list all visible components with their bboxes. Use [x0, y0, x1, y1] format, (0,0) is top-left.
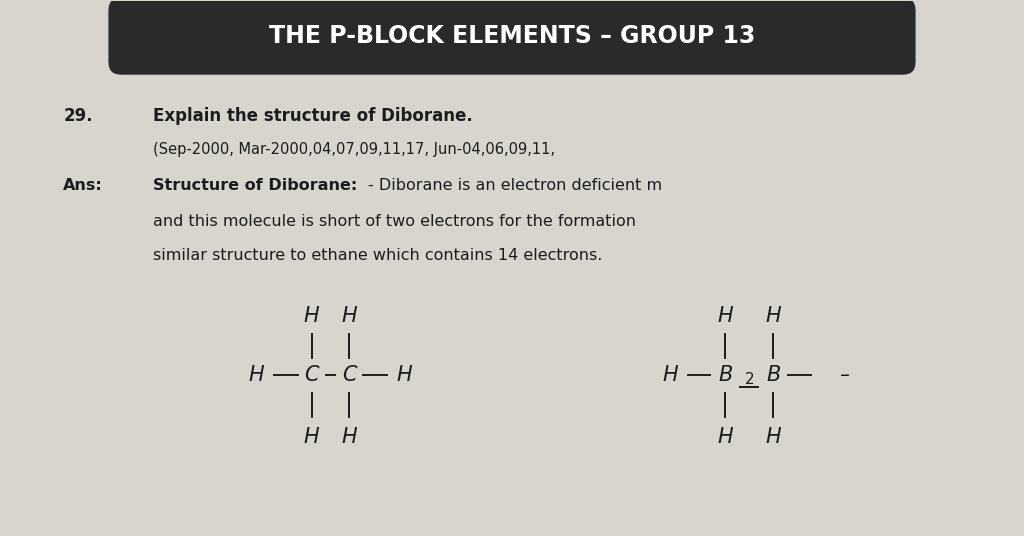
Text: H: H — [342, 427, 357, 447]
Text: B: B — [718, 366, 732, 385]
Text: C: C — [342, 366, 356, 385]
Text: 29.: 29. — [63, 107, 93, 125]
FancyBboxPatch shape — [110, 0, 914, 74]
Text: THE P-BLOCK ELEMENTS – GROUP 13: THE P-BLOCK ELEMENTS – GROUP 13 — [269, 24, 755, 48]
Text: - Diborane is an electron deficient m: - Diborane is an electron deficient m — [369, 178, 663, 193]
Text: H: H — [396, 366, 413, 385]
Text: C: C — [304, 366, 318, 385]
Text: Ans:: Ans: — [63, 178, 103, 193]
Text: H: H — [249, 366, 264, 385]
Text: H: H — [765, 306, 781, 326]
Text: similar structure to ethane which contains 14 electrons.: similar structure to ethane which contai… — [153, 248, 602, 263]
Text: Explain the structure of Diborane.: Explain the structure of Diborane. — [153, 107, 473, 125]
Text: H: H — [718, 306, 733, 326]
Text: B: B — [766, 366, 780, 385]
Text: H: H — [304, 306, 319, 326]
Text: H: H — [304, 427, 319, 447]
Text: and this molecule is short of two electrons for the formation: and this molecule is short of two electr… — [153, 214, 636, 229]
Text: H: H — [718, 427, 733, 447]
Text: Structure of Diborane:: Structure of Diborane: — [153, 178, 357, 193]
Text: H: H — [342, 306, 357, 326]
Text: (Sep-2000, Mar-2000,04,07,09,11,17, Jun-04,06,09,11,: (Sep-2000, Mar-2000,04,07,09,11,17, Jun-… — [153, 142, 555, 157]
Text: 2: 2 — [744, 372, 754, 387]
Text: H: H — [765, 427, 781, 447]
Text: –: – — [840, 366, 850, 385]
Text: H: H — [663, 366, 679, 385]
